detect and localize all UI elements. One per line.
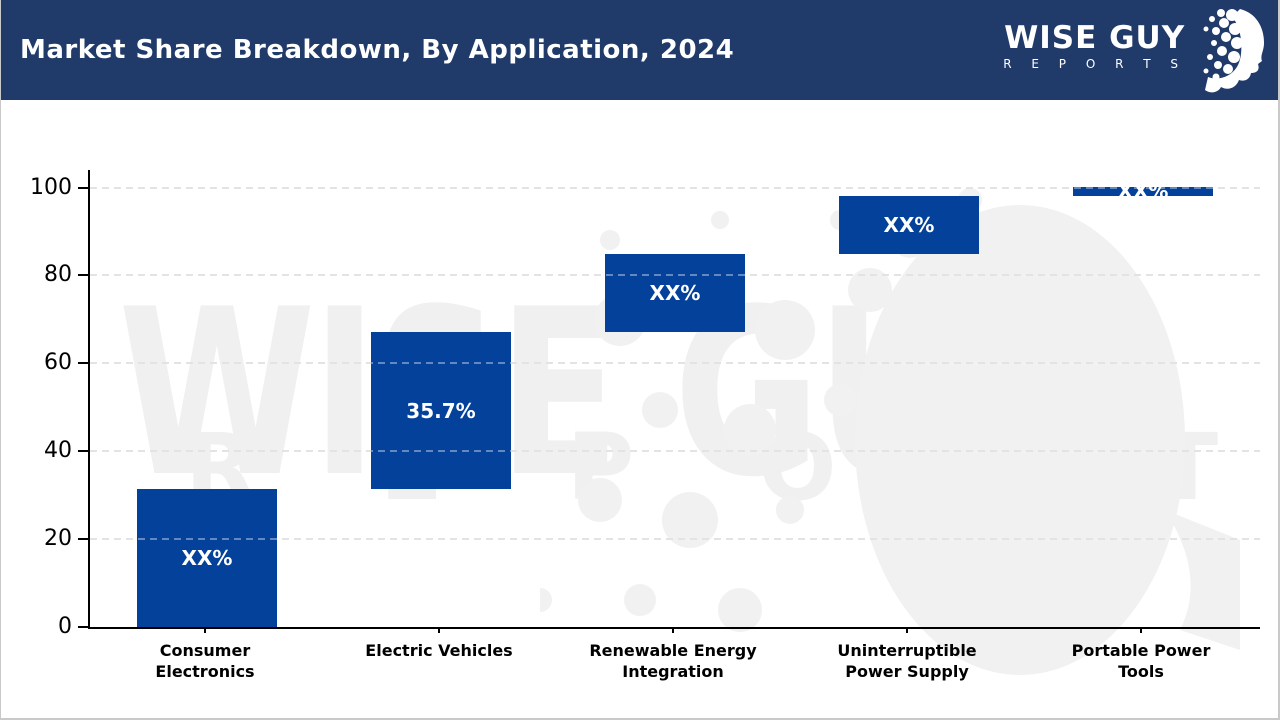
x-tick-mark (438, 627, 440, 633)
x-category-label: Portable Power Tools (1071, 641, 1211, 681)
waterfall-bar (605, 254, 745, 332)
x-tick-mark (1140, 627, 1142, 633)
gridline-overlay (90, 186, 1260, 189)
chart-title: Market Share Breakdown, By Application, … (20, 35, 735, 65)
y-tick-label: 0 (58, 614, 72, 639)
gridline-overlay (90, 538, 1260, 541)
x-category-label: Renewable Energy Integration (589, 641, 757, 681)
y-tick-label: 80 (44, 262, 72, 287)
y-tick-label: 40 (44, 438, 72, 463)
x-category-label: Electric Vehicles (365, 641, 513, 660)
x-category-label: Consumer Electronics (155, 641, 255, 681)
plot-area: XX% 35.7% XX% XX% XX% (88, 170, 1260, 629)
waterfall-bar (137, 489, 277, 627)
bar-value-label: XX% (883, 213, 935, 237)
gridline (90, 450, 1260, 453)
waterfall-bar (839, 196, 979, 254)
y-tick-mark (78, 187, 88, 189)
y-tick-mark (78, 538, 88, 540)
y-tick-label: 20 (44, 526, 72, 551)
y-tick-label: 60 (44, 350, 72, 375)
x-tick-mark (204, 627, 206, 633)
wiseguy-logo: WISE GUY R E P O R T S (1003, 7, 1266, 95)
logo-text: WISE GUY R E P O R T S (1003, 21, 1186, 71)
gridline (90, 186, 1260, 189)
bar-value-label: XX% (1117, 179, 1169, 203)
page-border-right (1278, 0, 1280, 720)
x-tick-mark (672, 627, 674, 633)
gridline (90, 362, 1260, 365)
y-tick-mark (78, 362, 88, 364)
chart-area: WISE GUY R E P O R T S XX%35.7%XX%XX%XX%… (0, 100, 1280, 720)
gridline-overlay (90, 362, 1260, 365)
waterfall-bar (371, 332, 511, 489)
page-border-left (0, 0, 1, 720)
bar-value-label: XX% (649, 281, 701, 305)
y-tick-mark (78, 274, 88, 276)
gridline-overlay (90, 274, 1260, 277)
y-tick-mark (78, 450, 88, 452)
waterfall-bar (1073, 187, 1213, 196)
page-border-bottom (0, 718, 1280, 720)
header-banner: Market Share Breakdown, By Application, … (0, 0, 1280, 100)
gridline-overlay (90, 450, 1260, 453)
logo-face-icon (1203, 9, 1264, 93)
x-category-label: Uninterruptible Power Supply (837, 641, 977, 681)
x-tick-mark (906, 627, 908, 633)
y-tick-mark (78, 626, 88, 628)
gridline (90, 538, 1260, 541)
logo-subtitle: R E P O R T S (1003, 57, 1186, 71)
logo-wordmark: WISE GUY (1004, 20, 1186, 56)
bar-value-label: 35.7% (406, 399, 476, 423)
bar-value-label: XX% (181, 546, 233, 570)
y-tick-label: 100 (30, 175, 72, 200)
